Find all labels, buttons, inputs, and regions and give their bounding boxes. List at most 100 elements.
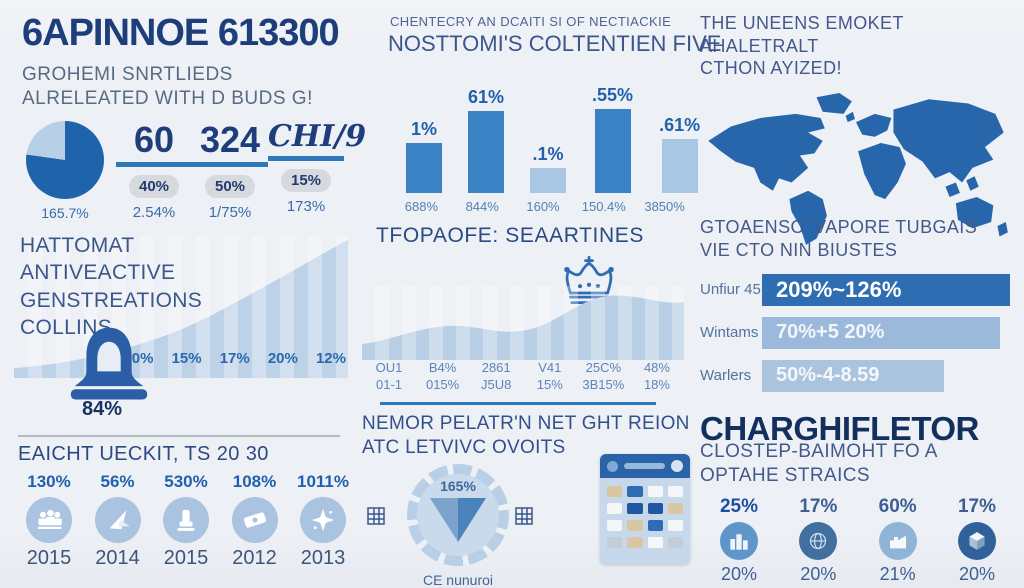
bottom-stats-title-line2: OPTAHE STRAICS	[700, 464, 870, 486]
column-chart-title: NOSTTOMI'S COLTENTIEN FIVE	[388, 31, 722, 56]
wave-tick: 48% 18%	[643, 360, 670, 392]
bottom-stats-title-line1: CLOSTEP-BAIMOHT FO A	[700, 441, 938, 462]
area-heading: HATTOMAT ANTIVEACTIVE GENSTREATIONS COLL…	[20, 232, 202, 341]
bird-icon	[94, 497, 141, 543]
area-heading-line4: COLLINS	[20, 315, 112, 339]
globe-icon	[799, 521, 838, 560]
calendar-title-bar	[624, 463, 665, 469]
hbar-value: 50%-4-8.59	[776, 364, 880, 387]
stat-top-pct: 25%	[719, 495, 759, 517]
stat-badge: 40%	[128, 175, 180, 199]
point-label: 15%	[171, 350, 202, 367]
bar	[530, 168, 567, 193]
timeline-item: 130% 2015	[18, 472, 80, 570]
hbar-section-title: GTOAENSO 'VAPORE TUBGAIS VIE CTO NIN BIU…	[700, 216, 1016, 263]
hbar-label: Unfiur 45	[700, 281, 761, 299]
stat-top-pct: 17%	[799, 495, 838, 517]
hand-icon	[163, 497, 209, 543]
bar	[406, 143, 442, 193]
hbar: 209%~126%	[762, 273, 1010, 306]
wave-tick: 25C% 3B15%	[582, 360, 625, 392]
stat-badge: 50%	[204, 175, 256, 199]
gauge-section-title: NEMOR PELATR'N NET GHT REION ATC LETVIVC…	[362, 412, 689, 460]
area-heading-line2: ANTIVEACTIVE	[20, 261, 176, 285]
hbar-value: 70%+5 20%	[776, 321, 885, 344]
calendar-grid	[600, 478, 690, 556]
pie-chart	[26, 120, 104, 199]
calendar-button	[671, 460, 683, 472]
wave-axis-labels: OU1 01-1 B4% 015% 2861 J5U8 V41 15% 25C% 3B15…	[364, 360, 682, 394]
timeline-year: 2013	[300, 547, 346, 569]
stat-underline	[192, 162, 268, 168]
timeline-item: 108% 2012	[224, 472, 286, 570]
area-heading-line3: GENSTREATIONS	[20, 288, 203, 312]
x-tick: 844%	[465, 199, 499, 214]
bar-value-label: .55%	[592, 85, 634, 105]
hbar: 70%+5 20%	[762, 316, 1000, 349]
timeline-item: 56% 2014	[87, 472, 149, 570]
world-map	[708, 92, 1008, 245]
x-tick: 688%	[404, 199, 439, 214]
section-rising-area: HATTOMAT ANTIVEACTIVE GENSTREATIONS COLL…	[14, 228, 348, 440]
point-label: 17%	[219, 350, 250, 367]
factory-icon	[878, 521, 917, 560]
stat-column: 25% 20%	[706, 496, 772, 585]
bar-value-label: 61%	[468, 87, 505, 107]
stat-value: 60	[133, 118, 175, 160]
stat-bottom-pct: 20%	[720, 563, 758, 584]
wave-area-chart	[362, 286, 684, 360]
stat-item: 324 50% 1/75%	[192, 120, 268, 222]
gauge-needle	[430, 498, 486, 542]
stat-column: 17% 20%	[785, 496, 851, 585]
hbar-value: 209%~126%	[776, 276, 902, 302]
bar	[594, 109, 631, 193]
timeline-item: 1011% 2013	[292, 472, 354, 570]
grid-flag-icon	[515, 507, 533, 525]
column-chart-x-axis: 688% 844% 160% 150.4% 3850%	[358, 199, 688, 214]
wave-tick: B4% 015%	[425, 360, 460, 392]
x-tick: 160%	[526, 199, 560, 214]
grid-flag-icon	[367, 507, 385, 525]
bottom-stats-title: CLOSTEP-BAIMOHT FO A OPTAHE STRAICS	[700, 440, 1016, 488]
wave-tick: 2861 J5U8	[481, 360, 512, 392]
bar-value-label: 1%	[410, 119, 437, 139]
timeline-year: 2012	[232, 547, 277, 569]
map-title: THE UNEENS EMOKET AHALETRALT CTHON AYIZE…	[700, 12, 1014, 80]
timeline-year: 2014	[95, 547, 140, 569]
x-tick: 3850%	[644, 199, 685, 214]
gauge-value: 165%	[440, 478, 476, 494]
stat-sub: 2.54%	[132, 204, 176, 222]
timeline-year: 2015	[26, 547, 72, 569]
stat-bottom-pct: 20%	[800, 563, 837, 584]
stat-bottom-pct: 20%	[958, 563, 995, 584]
calendar-icon	[607, 460, 618, 472]
wave-tick: OU1 01-1	[375, 360, 403, 392]
stat-sub: 1/75%	[208, 204, 252, 222]
bar	[661, 139, 698, 193]
bell-icon	[70, 327, 148, 400]
map-title-line1: THE UNEENS EMOKET AHALETRALT	[700, 13, 904, 56]
section-horizontal-bars: GTOAENSO 'VAPORE TUBGAIS VIE CTO NIN BIU…	[700, 216, 1016, 448]
x-tick: 150.4%	[581, 199, 626, 214]
stat-top-pct: 60%	[878, 495, 917, 517]
timeline-pct: 108%	[232, 472, 277, 491]
sparkle-icon	[300, 497, 346, 543]
section-bottom-stats: CLOSTEP-BAIMOHT FO A OPTAHE STRAICS 25% …	[700, 440, 1016, 585]
stat-underline	[268, 156, 344, 161]
bar	[468, 111, 505, 193]
timeline-pct: 56%	[100, 472, 135, 491]
gauge-title-line1: NEMOR PELATR'N NET GHT REION	[362, 413, 690, 434]
column-chart: 1% 61% .1% .55% .61%	[358, 71, 700, 193]
calendar-widget	[600, 454, 690, 564]
hbar-row: Wintams 70%+5 20%	[700, 316, 1016, 349]
gauge-title-line2: ATC LETVIVC OVOITS	[362, 436, 566, 458]
main-subtitle: GROHEMI SNRTLIEDS ALRELEATED WITH D BUDS…	[22, 64, 313, 109]
calendar-header	[600, 454, 690, 478]
city-icon	[720, 521, 758, 560]
tag-icon	[231, 497, 278, 543]
stat-item: CHI/9 15% 173%	[268, 120, 366, 222]
main-title: 6APINNOE 613300	[22, 12, 340, 54]
stat-column: 60% 21%	[865, 496, 931, 585]
hbar-row: Warlers 50%-4-8.59	[700, 359, 1016, 392]
